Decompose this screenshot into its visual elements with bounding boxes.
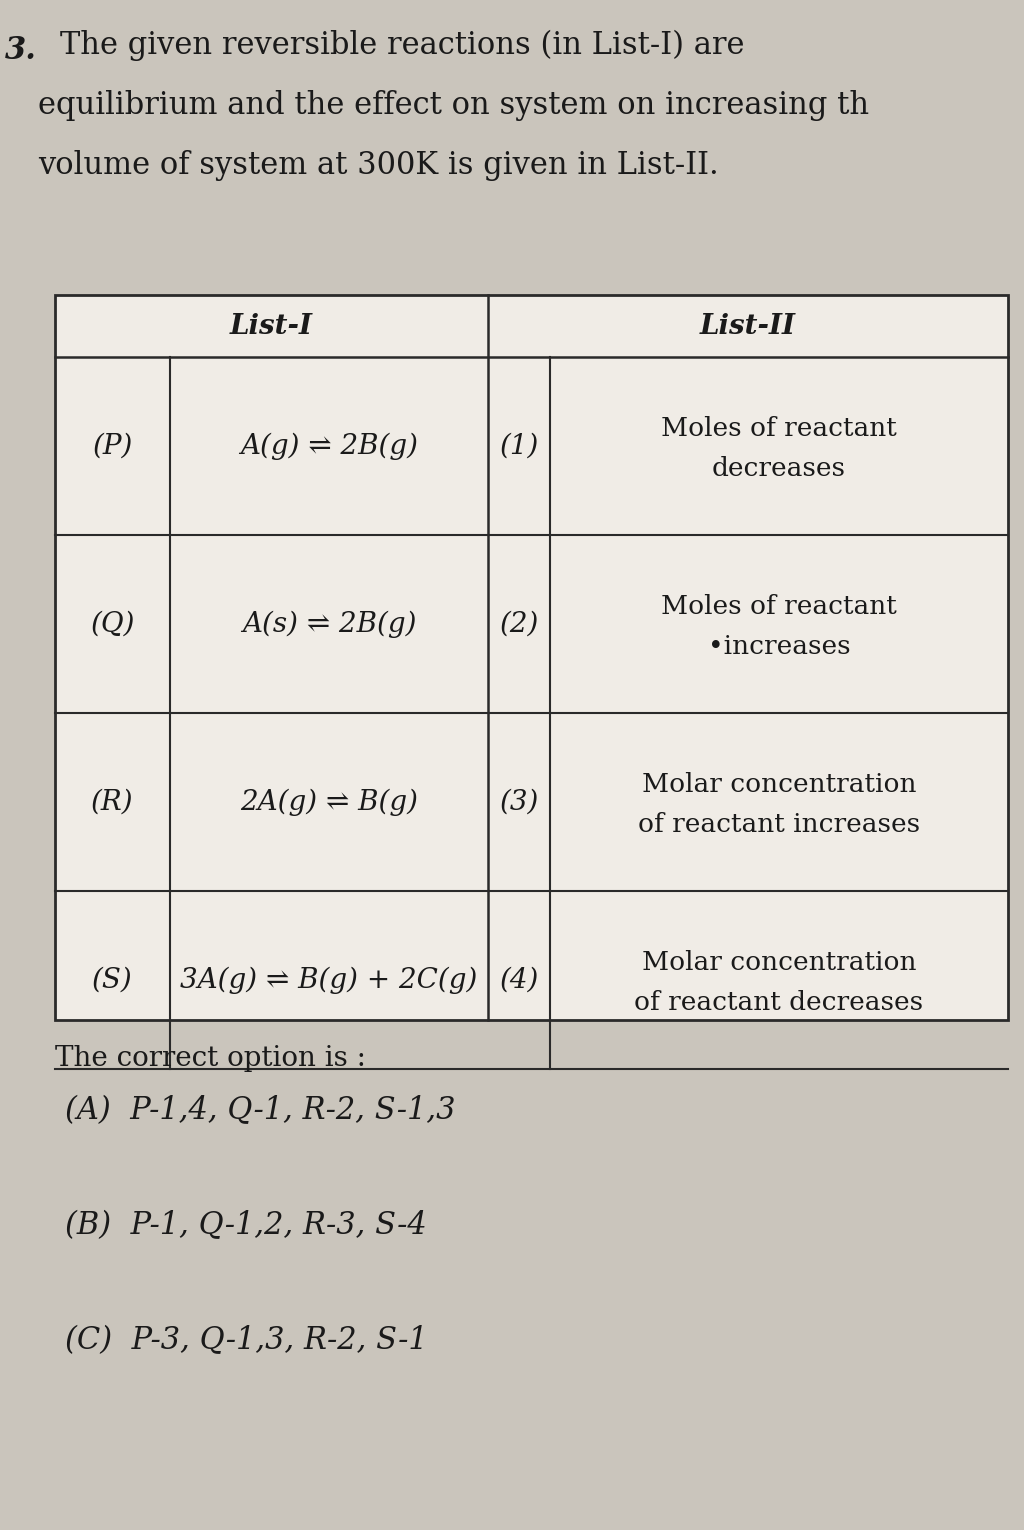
Text: (Q): (Q) <box>90 610 135 638</box>
Text: Moles of reactant: Moles of reactant <box>662 594 897 618</box>
Text: List-II: List-II <box>700 312 796 340</box>
Text: Molar concentration: Molar concentration <box>642 950 916 975</box>
Text: equilibrium and the effect on system on increasing th: equilibrium and the effect on system on … <box>38 90 869 121</box>
Text: 2A(g) ⇌ B(g): 2A(g) ⇌ B(g) <box>240 788 418 815</box>
Text: (A)  P-1,4, Q-1, R-2, S-1,3: (A) P-1,4, Q-1, R-2, S-1,3 <box>65 1095 456 1126</box>
Text: (3): (3) <box>500 788 539 815</box>
Text: (P): (P) <box>92 433 133 459</box>
Text: of reactant decreases: of reactant decreases <box>635 990 924 1014</box>
Text: A(g) ⇌ 2B(g): A(g) ⇌ 2B(g) <box>240 433 418 459</box>
Text: 3A(g) ⇌ B(g) + 2C(g): 3A(g) ⇌ B(g) + 2C(g) <box>180 967 477 993</box>
Text: List-I: List-I <box>230 312 313 340</box>
Text: (R): (R) <box>91 788 134 815</box>
Text: (B)  P-1, Q-1,2, R-3, S-4: (B) P-1, Q-1,2, R-3, S-4 <box>65 1210 427 1241</box>
Text: A(s) ⇌ 2B(g): A(s) ⇌ 2B(g) <box>242 610 416 638</box>
Text: The correct option is :: The correct option is : <box>55 1045 366 1073</box>
Text: (4): (4) <box>500 967 539 993</box>
Text: The given reversible reactions (in List-I) are: The given reversible reactions (in List-… <box>60 31 744 61</box>
Text: of reactant increases: of reactant increases <box>638 811 920 837</box>
Text: 3.: 3. <box>5 35 37 66</box>
Text: volume of system at 300K is given in List-II.: volume of system at 300K is given in Lis… <box>38 150 719 181</box>
Text: Moles of reactant: Moles of reactant <box>662 416 897 441</box>
Text: (1): (1) <box>500 433 539 459</box>
Text: Molar concentration: Molar concentration <box>642 771 916 797</box>
Text: decreases: decreases <box>712 456 846 480</box>
Text: (2): (2) <box>500 610 539 638</box>
Text: •increases: •increases <box>708 633 850 658</box>
Text: (C)  P-3, Q-1,3, R-2, S-1: (C) P-3, Q-1,3, R-2, S-1 <box>65 1325 428 1356</box>
Text: (S): (S) <box>92 967 133 993</box>
Bar <box>55 295 1008 1021</box>
